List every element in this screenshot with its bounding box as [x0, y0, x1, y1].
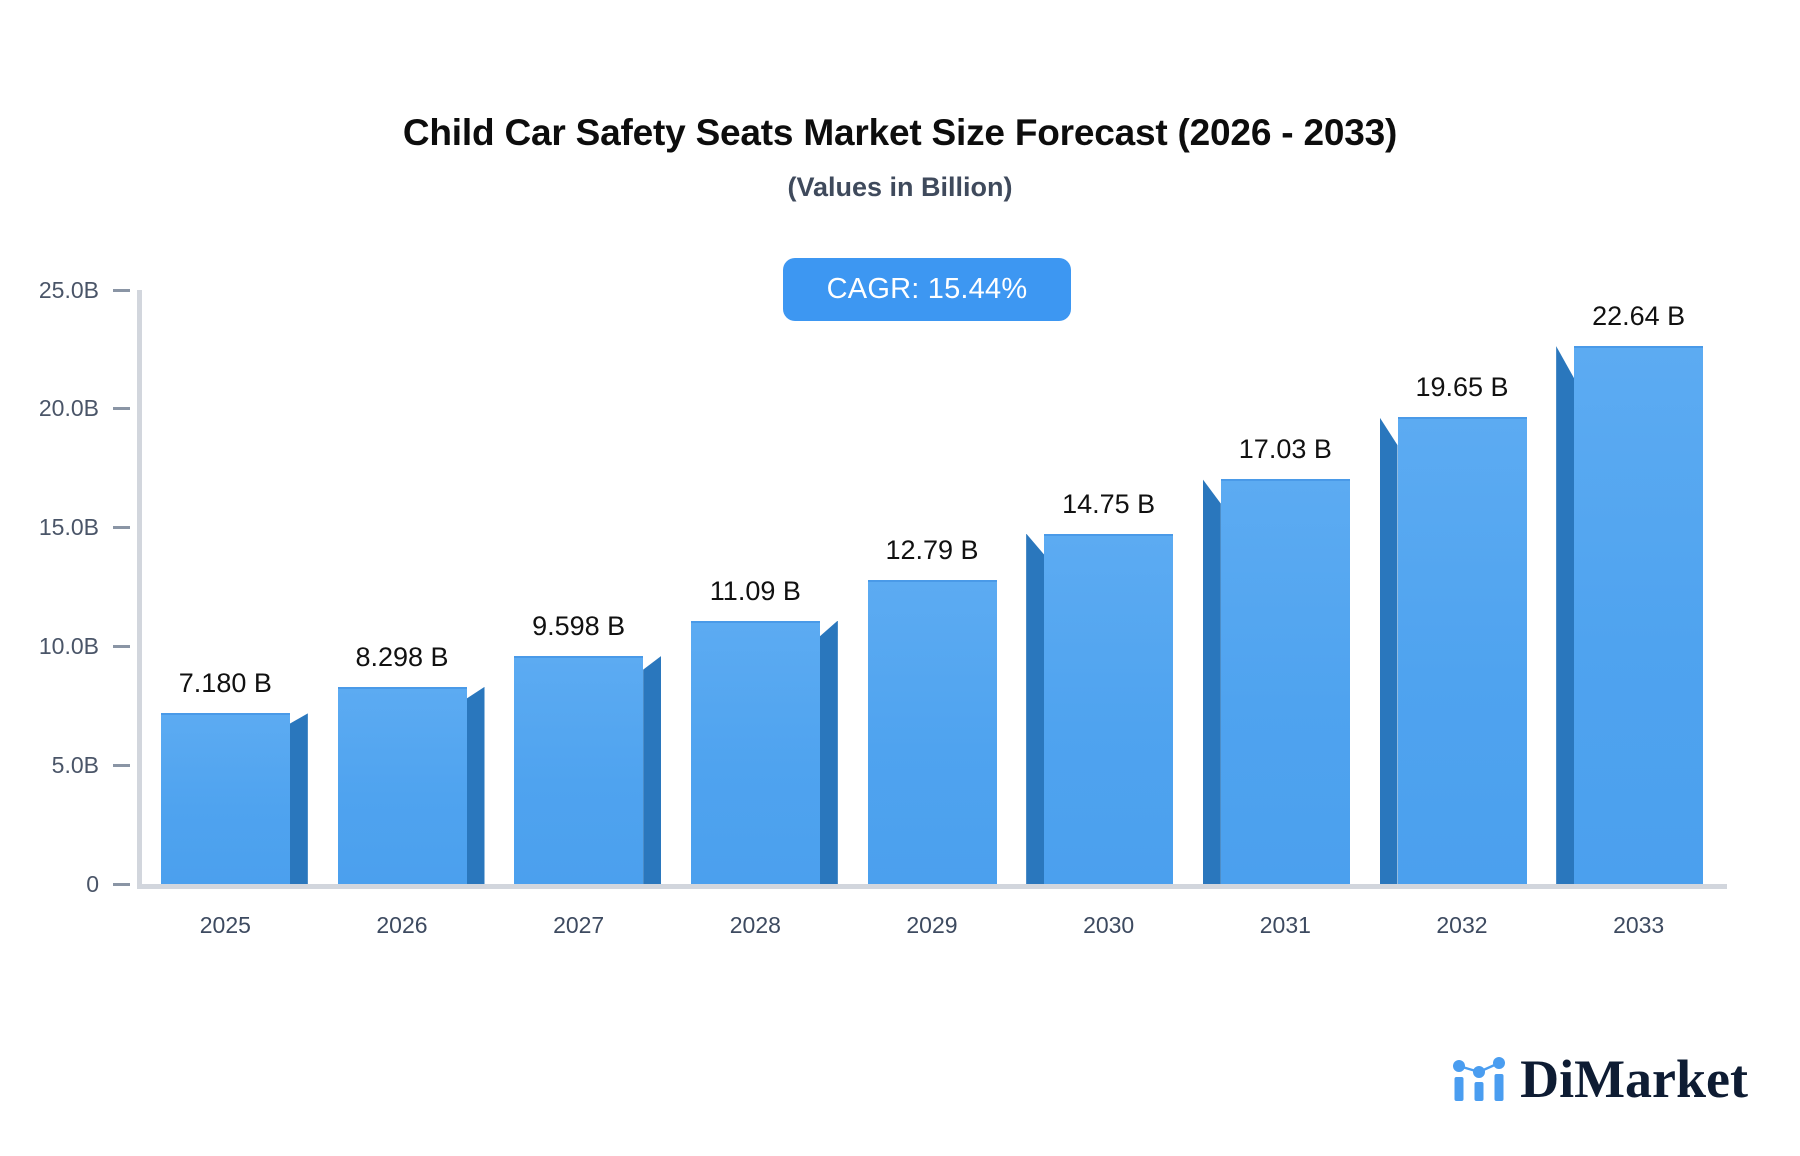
x-axis-label: 2028 — [729, 912, 781, 938]
y-axis-tick-dash — [113, 407, 130, 411]
y-axis-tick-label: 10.0B — [38, 632, 99, 659]
x-axis-label: 2026 — [376, 912, 428, 938]
bar-value-label: 11.09 B — [709, 575, 801, 606]
x-axis-label: 2029 — [906, 912, 958, 938]
bar-front-face — [1574, 346, 1704, 884]
bar[interactable]: 22.64 B — [1556, 301, 1704, 884]
y-axis-tick-dash — [113, 288, 130, 292]
x-axis-label: 2025 — [199, 912, 251, 938]
y-axis-tick-label: 0 — [86, 870, 99, 897]
bar-front-face — [1220, 479, 1350, 884]
brand-logo: DiMarket — [1452, 1052, 1748, 1106]
bar-front-face — [867, 580, 997, 884]
bar-value-label: 17.03 B — [1238, 434, 1332, 465]
bar-side-panel — [1026, 533, 1045, 884]
bar-side-panel — [1556, 346, 1575, 884]
y-axis-tick-dash — [113, 882, 130, 886]
bar[interactable]: 14.75 B — [1026, 489, 1174, 884]
bar-front-face — [1397, 417, 1527, 884]
x-axis-label: 2033 — [1613, 912, 1665, 938]
bar-side-panel — [643, 655, 662, 884]
bar-side-panel — [289, 713, 308, 884]
bar-value-label: 22.64 B — [1592, 301, 1686, 332]
bar[interactable]: 8.298 B — [337, 642, 485, 884]
y-axis-tick-label: 5.0B — [51, 751, 99, 778]
bar-side-panel — [1202, 479, 1221, 884]
y-axis-tick-dash — [113, 644, 130, 648]
bar-front-face — [1044, 533, 1174, 884]
x-axis-label: 2027 — [553, 912, 605, 938]
y-axis-line — [137, 290, 142, 884]
x-axis-label: 2031 — [1259, 912, 1311, 938]
bar[interactable]: 17.03 B — [1202, 434, 1350, 884]
brand-name: DiMarket — [1520, 1049, 1748, 1109]
chart-title: Child Car Safety Seats Market Size Forec… — [402, 112, 1398, 153]
y-axis-tick-label: 15.0B — [38, 514, 99, 541]
cagr-badge: CAGR: 15.44% — [783, 258, 1071, 321]
bar-side-panel — [466, 686, 485, 884]
bar-side-panel — [1379, 417, 1398, 884]
bar-value-label: 19.65 B — [1415, 372, 1509, 403]
x-axis-line — [137, 884, 1727, 889]
bar-value-label: 8.298 B — [355, 641, 449, 672]
bar-front-face — [690, 620, 820, 884]
bar-value-label: 14.75 B — [1062, 488, 1156, 519]
x-axis-label: 2030 — [1083, 912, 1135, 938]
bar-front-face — [160, 713, 290, 884]
y-axis-tick-dash — [113, 763, 130, 767]
bar-front-face — [514, 655, 644, 884]
bar-value-label: 12.79 B — [885, 535, 979, 566]
bar-value-label: 9.598 B — [532, 610, 626, 641]
bar-front-face — [337, 686, 467, 884]
y-axis-tick-label: 25.0B — [38, 276, 99, 303]
y-axis-tick-dash — [113, 526, 130, 530]
bar-chart-line-icon — [1453, 1057, 1506, 1101]
y-axis-tick-label: 20.0B — [38, 395, 99, 422]
bar[interactable]: 19.65 B — [1379, 372, 1527, 884]
x-axis-label: 2032 — [1436, 912, 1488, 938]
bar[interactable]: 7.180 B — [160, 668, 308, 884]
bar-side-panel — [819, 620, 838, 884]
bar-value-label: 7.180 B — [178, 668, 272, 699]
bar[interactable]: 9.598 B — [514, 611, 662, 884]
bar[interactable]: 12.79 B — [867, 535, 997, 884]
bar[interactable]: 11.09 B — [690, 576, 838, 884]
chart-subtitle: (Values in Billion) — [787, 172, 1013, 202]
bar-series: 7.180 B 8.298 B 9.598 B 11.09 B 12.79 B 14.75… — [137, 290, 1727, 884]
